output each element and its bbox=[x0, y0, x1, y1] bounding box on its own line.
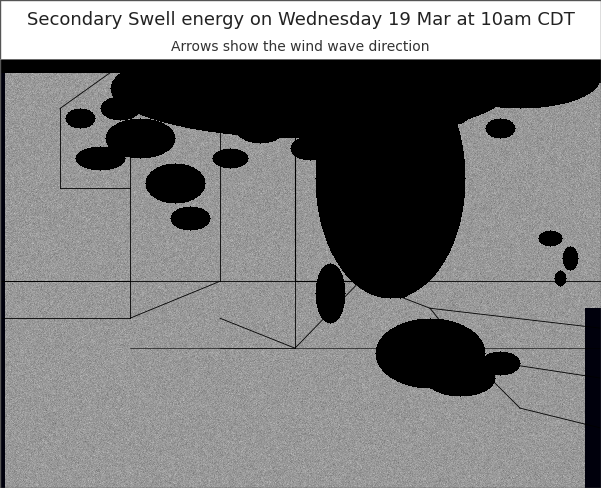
Text: Arrows show the wind wave direction: Arrows show the wind wave direction bbox=[171, 40, 430, 54]
Text: Secondary Swell energy on Wednesday 19 Mar at 10am CDT: Secondary Swell energy on Wednesday 19 M… bbox=[26, 12, 575, 29]
